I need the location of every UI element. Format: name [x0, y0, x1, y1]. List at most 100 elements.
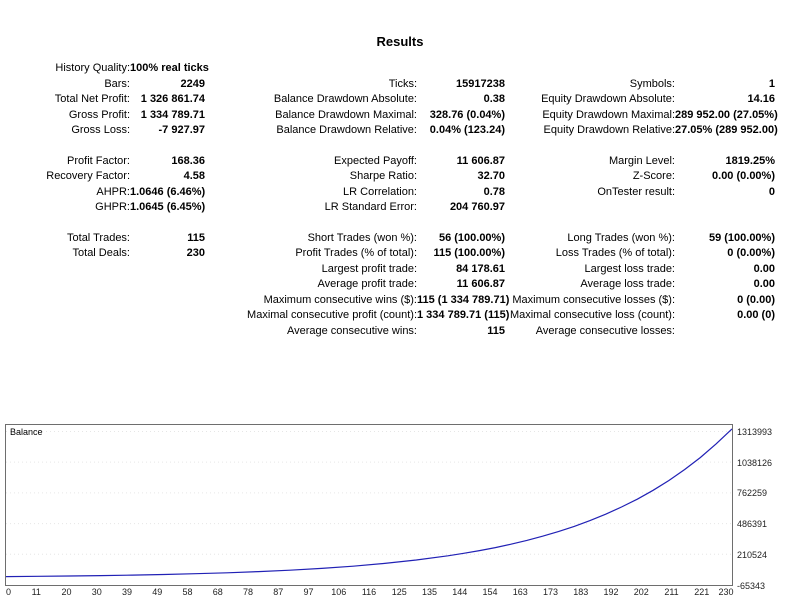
stat-row: Average consecutive wins: 115 Average cons… — [0, 324, 775, 340]
x-axis-tick-label: 135 — [421, 587, 438, 597]
stat-row: GHPR: 1.0645 (6.45%) LR Standard Error: 204… — [0, 200, 775, 216]
y-axis-labels: 1313993 1038126 762259 486391 210524 -65343 — [737, 425, 795, 591]
stat-value: 2249 — [180, 77, 205, 90]
stat-label — [0, 324, 130, 340]
stat-value: 0.00 (0.00%) — [712, 170, 775, 182]
x-axis-tick-label: 125 — [391, 587, 407, 597]
x-axis-tick-label: 163 — [512, 587, 528, 597]
stat-value: 1 334 789.71 (115) — [417, 309, 510, 321]
stat-value: 11 606.87 — [456, 154, 505, 167]
stat-label — [205, 61, 417, 77]
x-axis-tick-label: 49 — [152, 587, 163, 597]
stat-label — [0, 277, 130, 293]
y-axis-tick-label: 1313993 — [737, 426, 773, 437]
stat-value: 1 326 861.74 — [140, 93, 205, 105]
stat-label: Sharpe Ratio: — [349, 170, 417, 182]
stat-value: 230 — [186, 247, 205, 259]
balance-line-svg — [6, 428, 732, 578]
stat-row: Maximum consecutive wins ($): 115 (1 334 … — [0, 293, 775, 309]
stat-label: GHPR: — [95, 201, 130, 213]
stat-value — [130, 293, 205, 309]
stat-value: 56 (100.00%) — [438, 231, 505, 244]
stat-label: Loss Trades (% of total): — [555, 247, 675, 259]
stat-label: Total Trades: — [67, 231, 130, 244]
stat-label: Margin Level: — [608, 154, 675, 167]
x-axis-tick-label: 20 — [61, 587, 72, 597]
stat-value: 0.00 — [753, 278, 775, 290]
stat-label: Largest loss trade: — [584, 262, 676, 275]
stat-value: 11 606.87 — [456, 278, 505, 290]
x-axis-tick-label: 144 — [452, 587, 468, 597]
stat-row: Total Net Profit: 1 326 861.74 Balance Dra… — [0, 92, 775, 108]
stat-value — [130, 262, 205, 278]
x-axis-tick-label: 39 — [121, 587, 133, 597]
stat-row: History Quality: 100% real ticks — [0, 61, 775, 77]
stat-label: Gross Profit: — [68, 108, 130, 121]
y-axis-tick-label: 762259 — [737, 488, 768, 499]
x-axis-tick-label: 68 — [212, 587, 223, 597]
stat-value: 59 (100.00%) — [708, 231, 775, 244]
x-axis-tick-label: 230 — [718, 587, 734, 597]
stat-label: LR Correlation: — [343, 185, 417, 198]
stat-row: Maximal consecutive profit (count): 1 334… — [0, 308, 775, 324]
stat-label: Bars: — [104, 77, 130, 90]
x-axis-tick-label: 0 — [6, 587, 12, 597]
stat-value — [675, 200, 775, 216]
results-panel: Results History Quality: 100% real ticks B… — [0, 34, 778, 597]
stat-value — [675, 61, 775, 77]
stat-value: 0 — [768, 185, 775, 198]
x-axis-tick-label: 116 — [361, 587, 377, 597]
stat-label: Maximum consecutive wins ($): — [263, 293, 417, 306]
stat-value: 115 (100.00%) — [433, 247, 505, 259]
stat-row: Total Deals: 230 Profit Trades (% of total… — [0, 246, 775, 262]
stat-label — [505, 61, 675, 77]
stat-value: 115 (1 334 789.71) — [417, 293, 510, 306]
stat-value: 1819.25% — [725, 154, 775, 167]
stat-label: Maximal consecutive profit (count): — [247, 309, 417, 321]
stat-label: Equity Drawdown Maximal: — [542, 108, 675, 121]
stat-value: 14.16 — [747, 93, 775, 105]
stat-value: 0 (0.00%) — [727, 247, 775, 259]
stat-row: Gross Loss: -7 927.97 Balance Drawdown Rel… — [0, 123, 777, 139]
x-axis-tick-label: 173 — [542, 587, 559, 597]
page-title: Results — [376, 34, 424, 49]
x-axis-tick-label: 97 — [303, 587, 314, 597]
stat-label: OnTester result: — [597, 185, 675, 198]
stat-group: History Quality: 100% real ticks Bars: 2249… — [0, 61, 778, 139]
stat-group: Total Trades: 115 Short Trades (won %): 56 … — [0, 231, 775, 340]
stat-value: 0 (0.00) — [737, 293, 775, 306]
x-axis-tick-label: 202 — [633, 587, 649, 597]
x-axis-tick-label: 30 — [91, 587, 102, 597]
stat-value: 328.76 (0.04%) — [429, 108, 505, 121]
balance-line — [6, 428, 732, 578]
stat-row: Profit Factor: 168.36 Expected Payoff: 11 6… — [0, 154, 775, 170]
stat-label: LR Standard Error: — [324, 201, 417, 213]
stat-row: Bars: 2249 Ticks: 15917238 Symbols: 1 — [0, 77, 775, 93]
stat-value: 115 — [187, 231, 205, 244]
stat-value: 115 — [487, 324, 505, 337]
chart-plot-area[interactable]: Balance — [5, 424, 733, 586]
stat-label: Equity Drawdown Relative: — [543, 124, 675, 136]
stat-value — [417, 61, 505, 77]
stat-label: Total Net Profit: — [54, 93, 130, 105]
stat-label: History Quality: — [55, 62, 130, 74]
stat-label: Balance Drawdown Maximal: — [275, 108, 417, 121]
stat-value: 15917238 — [456, 77, 505, 90]
stat-label: Recovery Factor: — [46, 170, 130, 182]
stat-row: Average profit trade: 11 606.87 Average lo… — [0, 277, 775, 293]
stat-label: Balance Drawdown Absolute: — [273, 93, 417, 105]
x-axis-tick-label: 87 — [273, 587, 284, 597]
stat-value: 0.04% (123.24) — [429, 124, 505, 136]
stat-value: 32.70 — [477, 170, 505, 182]
stat-value — [675, 324, 775, 340]
stat-row: Largest profit trade: 84 178.61 Largest lo… — [0, 262, 775, 278]
x-axis-tick-label: 11 — [31, 587, 41, 597]
stat-label: AHPR: — [96, 185, 130, 198]
stat-label: Z-Score: — [632, 170, 675, 182]
stat-row: Total Trades: 115 Short Trades (won %): 56 … — [0, 231, 775, 247]
stat-label: Expected Payoff: — [334, 154, 417, 167]
stat-label: Symbols: — [629, 77, 675, 90]
x-axis-labels: 0 11 20 30 39 49 58 68 78 87 97 106 116 125 135 144 154 1… — [6, 587, 734, 600]
stat-label: Maximum consecutive losses ($): — [512, 293, 675, 306]
y-axis-tick-label: -65343 — [737, 580, 766, 591]
